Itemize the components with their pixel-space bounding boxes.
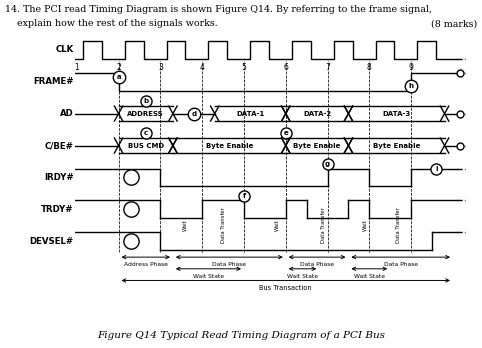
Text: Data Transfer: Data Transfer	[221, 207, 226, 243]
Text: IRDY#: IRDY#	[44, 173, 73, 182]
Text: 9: 9	[409, 63, 414, 72]
Text: Data Phase: Data Phase	[384, 262, 418, 267]
Text: c: c	[144, 130, 148, 136]
Text: Data Phase: Data Phase	[300, 262, 334, 267]
Text: d: d	[191, 111, 196, 117]
Text: 2: 2	[116, 63, 121, 72]
Text: Byte Enable: Byte Enable	[294, 143, 341, 149]
Text: Wait State: Wait State	[193, 274, 224, 279]
Text: FRAME#: FRAME#	[33, 77, 73, 86]
Text: Byte Enable: Byte Enable	[206, 143, 253, 149]
Text: 1: 1	[74, 63, 79, 72]
Text: explain how the rest of the signals works.: explain how the rest of the signals work…	[5, 19, 217, 28]
Text: Wait: Wait	[183, 220, 188, 231]
Text: 7: 7	[325, 63, 330, 72]
Text: Wait: Wait	[362, 220, 368, 231]
Text: Figure Q14 Typical Read Timing Diagram of a PCI Bus: Figure Q14 Typical Read Timing Diagram o…	[97, 331, 385, 340]
Text: h: h	[409, 83, 414, 89]
Text: 4: 4	[200, 63, 204, 72]
Text: Wait State: Wait State	[354, 274, 385, 279]
Text: BUS CMD: BUS CMD	[128, 143, 164, 149]
Text: 5: 5	[241, 63, 246, 72]
Text: ADDRESS: ADDRESS	[127, 111, 164, 117]
Text: DATA-1: DATA-1	[236, 111, 264, 117]
Text: Data Transfer: Data Transfer	[396, 207, 401, 243]
Text: 3: 3	[158, 63, 163, 72]
Text: 14. The PCI read Timing Diagram is shown Figure Q14. By referring to the frame s: 14. The PCI read Timing Diagram is shown…	[5, 5, 432, 14]
Text: b: b	[143, 98, 148, 104]
Text: 8: 8	[367, 63, 372, 72]
Text: 6: 6	[283, 63, 288, 72]
Text: DATA-3: DATA-3	[382, 111, 411, 117]
Text: (8 marks): (8 marks)	[431, 19, 477, 28]
Text: e: e	[283, 130, 288, 136]
Text: CLK: CLK	[55, 45, 73, 54]
Text: AD: AD	[60, 109, 73, 118]
Text: Address Phase: Address Phase	[124, 262, 168, 267]
Text: Data Transfer: Data Transfer	[321, 207, 326, 243]
Text: Data Phase: Data Phase	[213, 262, 246, 267]
Text: f: f	[242, 193, 245, 199]
Text: Byte Enable: Byte Enable	[373, 143, 420, 149]
Text: TRDY#: TRDY#	[41, 205, 73, 214]
Text: a: a	[116, 74, 121, 80]
Text: Bus Transaction: Bus Transaction	[259, 285, 312, 292]
Text: g: g	[325, 161, 330, 167]
Text: C/BE#: C/BE#	[44, 141, 73, 150]
Text: i: i	[435, 166, 438, 172]
Text: Wait State: Wait State	[287, 274, 318, 279]
Text: DATA-2: DATA-2	[303, 111, 331, 117]
Text: DEVSEL#: DEVSEL#	[29, 237, 73, 246]
Text: Wait: Wait	[275, 220, 280, 231]
